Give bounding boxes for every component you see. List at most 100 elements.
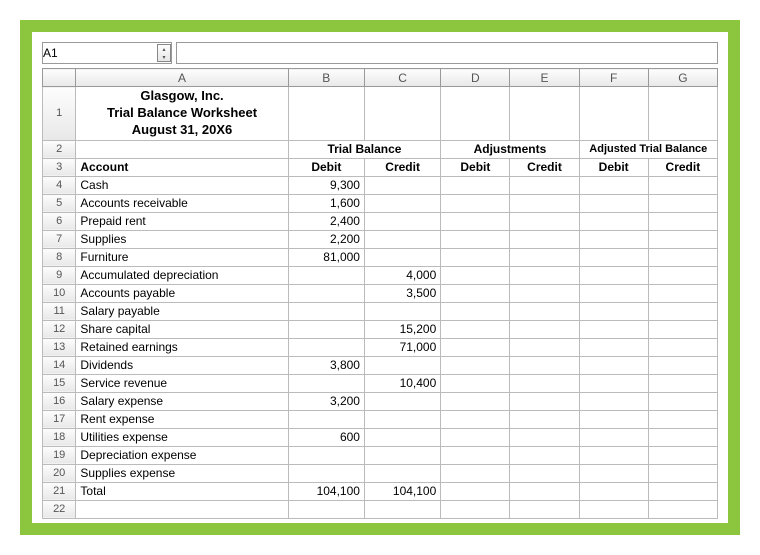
row-header[interactable]: 2 <box>43 140 76 158</box>
cell[interactable] <box>288 500 364 518</box>
cell[interactable] <box>441 500 510 518</box>
row-header[interactable]: 18 <box>43 428 76 446</box>
cell[interactable] <box>510 392 579 410</box>
cell[interactable] <box>579 212 648 230</box>
cell[interactable] <box>510 446 579 464</box>
cell-account[interactable]: Depreciation expense <box>76 446 288 464</box>
cell-account[interactable]: Supplies expense <box>76 464 288 482</box>
header-adjustments[interactable]: Adjustments <box>441 140 579 158</box>
cell-credit[interactable] <box>364 248 440 266</box>
cell[interactable] <box>441 302 510 320</box>
header-debit[interactable]: Debit <box>579 158 648 176</box>
cell[interactable] <box>648 410 717 428</box>
cell[interactable] <box>579 248 648 266</box>
cell-credit[interactable] <box>364 464 440 482</box>
col-header[interactable]: A <box>76 69 288 87</box>
row-header[interactable]: 9 <box>43 266 76 284</box>
cell-credit[interactable]: 71,000 <box>364 338 440 356</box>
cell-credit[interactable] <box>364 392 440 410</box>
cell[interactable] <box>579 374 648 392</box>
cell[interactable] <box>441 446 510 464</box>
cell-debit[interactable]: 81,000 <box>288 248 364 266</box>
cell[interactable] <box>579 230 648 248</box>
spreadsheet-grid[interactable]: A B C D E F G 1 Glasgow, Inc. Trial Bala… <box>42 68 718 519</box>
cell-credit[interactable] <box>364 428 440 446</box>
cell[interactable] <box>364 87 440 141</box>
cell[interactable] <box>510 87 579 141</box>
cell-credit[interactable] <box>364 302 440 320</box>
row-header[interactable]: 12 <box>43 320 76 338</box>
cell[interactable] <box>648 464 717 482</box>
cell-debit[interactable]: 104,100 <box>288 482 364 500</box>
row-header[interactable]: 17 <box>43 410 76 428</box>
cell-debit[interactable] <box>288 446 364 464</box>
col-header[interactable]: G <box>648 69 717 87</box>
cell-debit[interactable]: 1,600 <box>288 194 364 212</box>
cell[interactable] <box>648 482 717 500</box>
cell-account[interactable]: Share capital <box>76 320 288 338</box>
row-header[interactable]: 7 <box>43 230 76 248</box>
cell[interactable] <box>441 194 510 212</box>
cell[interactable] <box>510 194 579 212</box>
cell[interactable] <box>510 248 579 266</box>
cell[interactable] <box>441 338 510 356</box>
row-header[interactable]: 20 <box>43 464 76 482</box>
cell-credit[interactable]: 4,000 <box>364 266 440 284</box>
cell-credit[interactable] <box>364 212 440 230</box>
cell[interactable] <box>648 176 717 194</box>
cell-account[interactable]: Dividends <box>76 356 288 374</box>
cell[interactable] <box>579 302 648 320</box>
cell-account[interactable]: Accounts receivable <box>76 194 288 212</box>
name-box[interactable]: A1 ▴ ▾ <box>42 42 172 64</box>
cell[interactable] <box>441 284 510 302</box>
cell-debit[interactable] <box>288 374 364 392</box>
cell[interactable] <box>510 302 579 320</box>
cell-account[interactable]: Prepaid rent <box>76 212 288 230</box>
cell[interactable] <box>441 212 510 230</box>
cell[interactable] <box>441 320 510 338</box>
cell-debit[interactable] <box>288 464 364 482</box>
cell[interactable] <box>579 482 648 500</box>
cell-account[interactable]: Furniture <box>76 248 288 266</box>
col-header[interactable]: B <box>288 69 364 87</box>
row-header[interactable]: 6 <box>43 212 76 230</box>
cell[interactable] <box>579 410 648 428</box>
row-header[interactable]: 1 <box>43 87 76 141</box>
cell[interactable] <box>441 87 510 141</box>
cell-account[interactable]: Retained earnings <box>76 338 288 356</box>
row-header[interactable]: 4 <box>43 176 76 194</box>
cell-debit[interactable] <box>288 320 364 338</box>
cell-credit[interactable] <box>364 176 440 194</box>
cell-debit[interactable] <box>288 266 364 284</box>
row-header[interactable]: 5 <box>43 194 76 212</box>
cell[interactable] <box>648 500 717 518</box>
col-header[interactable]: E <box>510 69 579 87</box>
cell[interactable] <box>648 428 717 446</box>
cell[interactable] <box>510 230 579 248</box>
cell[interactable] <box>510 428 579 446</box>
cell[interactable] <box>579 428 648 446</box>
cell[interactable] <box>579 338 648 356</box>
cell-account[interactable]: Salary payable <box>76 302 288 320</box>
cell[interactable] <box>510 356 579 374</box>
header-debit[interactable]: Debit <box>288 158 364 176</box>
cell-debit[interactable] <box>288 410 364 428</box>
row-header[interactable]: 3 <box>43 158 76 176</box>
cell-account[interactable]: Utilities expense <box>76 428 288 446</box>
cell-account[interactable]: Salary expense <box>76 392 288 410</box>
cell[interactable] <box>441 176 510 194</box>
cell[interactable] <box>510 320 579 338</box>
cell-credit[interactable] <box>364 446 440 464</box>
cell[interactable] <box>510 410 579 428</box>
col-header[interactable]: D <box>441 69 510 87</box>
cell[interactable] <box>648 212 717 230</box>
cell-debit[interactable]: 600 <box>288 428 364 446</box>
cell[interactable] <box>648 248 717 266</box>
cell[interactable] <box>648 266 717 284</box>
cell[interactable] <box>510 284 579 302</box>
cell[interactable] <box>648 356 717 374</box>
row-header[interactable]: 19 <box>43 446 76 464</box>
row-header[interactable]: 21 <box>43 482 76 500</box>
cell-account[interactable]: Service revenue <box>76 374 288 392</box>
cell[interactable] <box>648 446 717 464</box>
